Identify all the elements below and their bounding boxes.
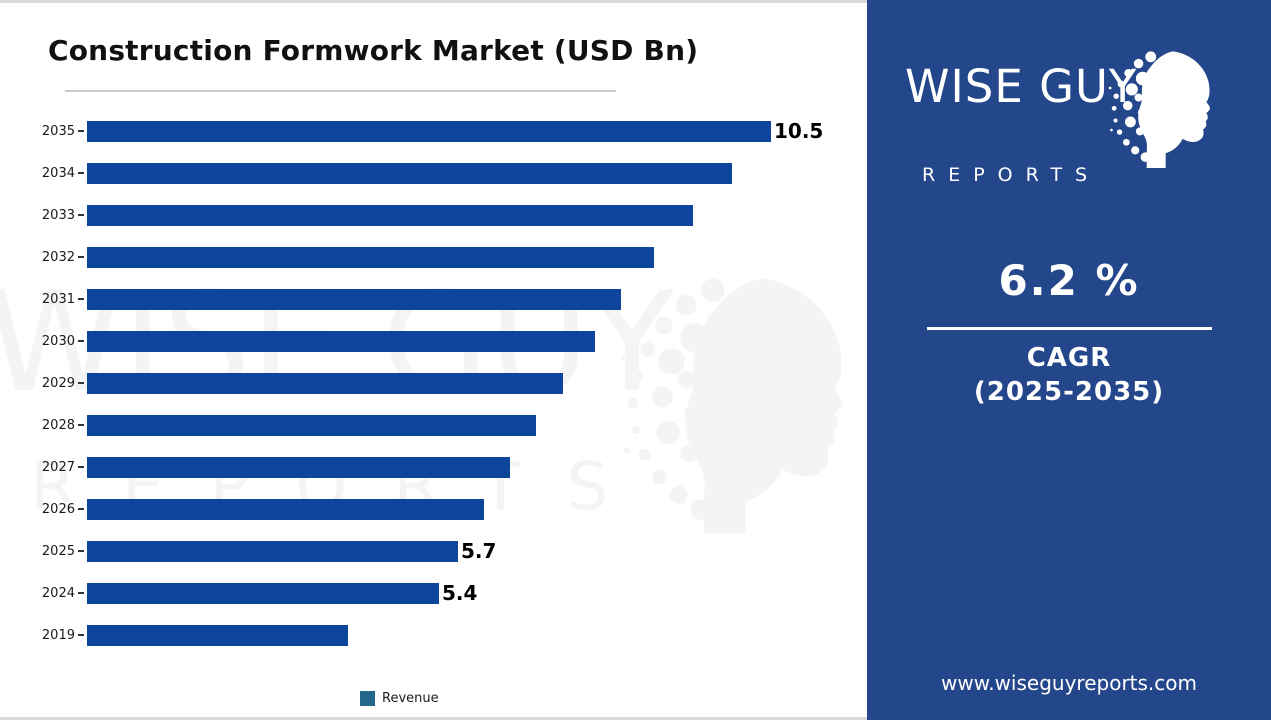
bar-row: 2034 bbox=[12, 152, 823, 194]
revenue-bar bbox=[87, 624, 348, 646]
axis-tick bbox=[78, 214, 84, 216]
year-label: 2034 bbox=[41, 165, 75, 181]
axis-tick bbox=[78, 634, 84, 636]
top-border-line bbox=[0, 0, 867, 3]
chart-area: Construction Formwork Market (USD Bn) WI… bbox=[0, 0, 867, 720]
bar-row: 2032 bbox=[12, 236, 823, 278]
bar-row: 2024 5.4 bbox=[12, 572, 823, 614]
revenue-bar bbox=[87, 162, 732, 184]
revenue-bar bbox=[87, 246, 654, 268]
year-label: 2026 bbox=[41, 501, 75, 517]
bar-row: 2026 bbox=[12, 488, 823, 530]
bar-value-label: 10.5 bbox=[774, 119, 824, 143]
legend-swatch-revenue bbox=[360, 691, 375, 706]
bar-row: 2027 bbox=[12, 446, 823, 488]
bar-row: 2035 10.5 bbox=[12, 110, 823, 152]
revenue-bar bbox=[87, 540, 458, 562]
year-label: 2024 bbox=[41, 585, 75, 601]
axis-tick bbox=[78, 172, 84, 174]
bar-row: 2019 bbox=[12, 614, 823, 656]
axis-tick bbox=[78, 466, 84, 468]
axis-tick bbox=[78, 550, 84, 552]
revenue-bar bbox=[87, 288, 621, 310]
bar-row: 2025 5.7 bbox=[12, 530, 823, 572]
bar-value-label: 5.7 bbox=[461, 539, 497, 563]
title-underline bbox=[65, 90, 616, 92]
revenue-bar bbox=[87, 372, 563, 394]
cagr-period: (2025-2035) bbox=[973, 377, 1165, 407]
revenue-bar bbox=[87, 120, 771, 142]
axis-tick bbox=[78, 256, 84, 258]
bar-value-label: 5.4 bbox=[442, 581, 478, 605]
axis-tick bbox=[78, 592, 84, 594]
year-label: 2030 bbox=[41, 333, 75, 349]
revenue-bar bbox=[87, 414, 536, 436]
cagr-label: CAGR bbox=[1026, 343, 1112, 373]
legend-label: Revenue bbox=[382, 691, 439, 706]
wiseguy-logo: WISE GUY REPORTS bbox=[905, 40, 1263, 186]
logo-wordmark: WISE GUY bbox=[905, 60, 1138, 113]
year-label: 2029 bbox=[41, 375, 75, 391]
bar-row: 2029 bbox=[12, 362, 823, 404]
bar-row: 2030 bbox=[12, 320, 823, 362]
bar-row: 2028 bbox=[12, 404, 823, 446]
axis-tick bbox=[78, 340, 84, 342]
bar-row: 2033 bbox=[12, 194, 823, 236]
chart-title: Construction Formwork Market (USD Bn) bbox=[48, 34, 699, 67]
revenue-bar bbox=[87, 204, 693, 226]
year-label: 2019 bbox=[41, 627, 75, 643]
cagr-block: 6.2 % CAGR (2025-2035) bbox=[867, 256, 1271, 407]
year-label: 2033 bbox=[41, 207, 75, 223]
logo-subtext: REPORTS bbox=[922, 164, 1101, 186]
bar-chart: 2035 10.5 2034 2033 2032 2031 2030 2029 2028 2027… bbox=[12, 110, 823, 656]
revenue-bar bbox=[87, 330, 595, 352]
website-link[interactable]: www.wiseguyreports.com bbox=[940, 671, 1197, 695]
axis-tick bbox=[78, 298, 84, 300]
year-label: 2035 bbox=[41, 123, 75, 139]
year-label: 2025 bbox=[41, 543, 75, 559]
brand-panel: WISE GUY REPORTS 6.2 % CAGR (2025-2035) … bbox=[867, 0, 1271, 720]
axis-tick bbox=[78, 424, 84, 426]
revenue-bar bbox=[87, 498, 484, 520]
axis-tick bbox=[78, 508, 84, 510]
cagr-value: 6.2 % bbox=[998, 256, 1140, 305]
logo-head-icon bbox=[1107, 46, 1223, 168]
revenue-bar bbox=[87, 582, 439, 604]
bar-row: 2031 bbox=[12, 278, 823, 320]
year-label: 2031 bbox=[41, 291, 75, 307]
year-label: 2032 bbox=[41, 249, 75, 265]
bottom-border-line bbox=[0, 717, 867, 720]
axis-tick bbox=[78, 382, 84, 384]
year-label: 2028 bbox=[41, 417, 75, 433]
axis-tick bbox=[78, 130, 84, 132]
cagr-divider-line bbox=[926, 327, 1212, 330]
legend: Revenue bbox=[360, 691, 439, 706]
year-label: 2027 bbox=[41, 459, 75, 475]
revenue-bar bbox=[87, 456, 510, 478]
